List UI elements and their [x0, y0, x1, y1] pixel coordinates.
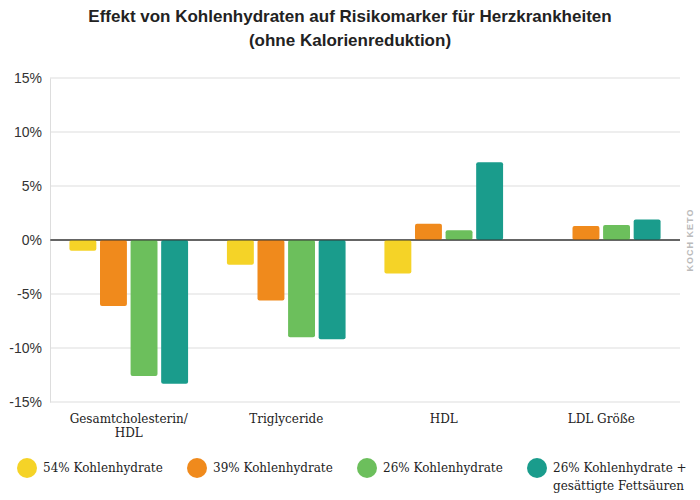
tick-label: -15% [9, 394, 42, 410]
category-label: Gesamtcholesterin/HDL [70, 412, 189, 440]
x-tick: Gesamtcholesterin/HDL [70, 402, 189, 440]
y-axis: -15% -10% -5% 0% 5% 10% 15% [9, 70, 50, 410]
legend-swatch [527, 458, 547, 478]
tick-label: -5% [17, 286, 42, 302]
legend-item: 26% Kohlenhydrate +gesättigte Fettsäuren [527, 458, 687, 493]
legend: 54% Kohlenhydrate 39% Kohlenhydrate 26% Ko… [17, 458, 687, 493]
bar [69, 240, 96, 251]
category-label: Triglyceride [249, 412, 323, 426]
watermark: KOCH KETO [685, 209, 695, 272]
y-tick: -10% [9, 340, 50, 356]
grid-line [50, 186, 680, 187]
x-tick: Triglyceride [249, 402, 323, 426]
legend-label: 26% Kohlenhydrate [383, 461, 503, 475]
y-tick: -5% [17, 286, 50, 302]
tick-label: 0% [22, 232, 42, 248]
bar [161, 240, 188, 384]
tick-label: -10% [9, 340, 42, 356]
y-tick: 10% [14, 124, 50, 140]
title: Effekt von Kohlenhydraten auf Risikomark… [88, 7, 611, 26]
legend-label: 54% Kohlenhydrate [43, 461, 163, 475]
legend-label: 26% Kohlenhydrate +gesättigte Fettsäuren [553, 461, 687, 493]
series [131, 225, 630, 376]
bar [634, 219, 661, 240]
bar [415, 224, 442, 240]
bar [476, 162, 503, 240]
y-tick: 15% [14, 70, 50, 86]
grid-line [50, 132, 680, 133]
legend-swatch [357, 458, 377, 478]
chart: Effekt von Kohlenhydraten auf Risikomark… [0, 0, 700, 500]
bar [131, 240, 158, 376]
bar [288, 240, 315, 337]
y-tick: 0% [22, 232, 50, 248]
tick-label: 15% [14, 70, 42, 86]
legend-item: 26% Kohlenhydrate [357, 458, 503, 478]
series [161, 162, 660, 383]
grid-line [50, 402, 680, 403]
bar [227, 240, 254, 265]
zero-line [50, 239, 680, 240]
legend-item: 39% Kohlenhydrate [187, 458, 333, 478]
y-tick: 5% [22, 178, 50, 194]
bar [258, 240, 285, 300]
bars [69, 162, 660, 383]
y-tick: -15% [9, 394, 50, 410]
category-label: HDL [430, 412, 458, 426]
subtitle: (ohne Kalorienreduktion) [249, 31, 451, 50]
grid-line [50, 78, 680, 79]
category-label: LDL Größe [568, 412, 635, 426]
legend-swatch [17, 458, 37, 478]
bar [384, 240, 411, 273]
tick-label: 5% [22, 178, 42, 194]
bar [319, 240, 346, 339]
tick-label: 10% [14, 124, 42, 140]
grid [50, 78, 680, 402]
bar [100, 240, 127, 306]
x-tick: LDL Größe [568, 402, 635, 426]
x-tick: HDL [430, 402, 458, 426]
x-axis: Gesamtcholesterin/HDL Triglyceride HDL LDL … [70, 402, 635, 440]
legend-item: 54% Kohlenhydrate [17, 458, 163, 478]
zero-line [50, 239, 680, 240]
legend-swatch [187, 458, 207, 478]
bar [573, 226, 600, 240]
bar [446, 230, 473, 240]
legend-label: 39% Kohlenhydrate [213, 461, 333, 475]
bar [603, 225, 630, 240]
